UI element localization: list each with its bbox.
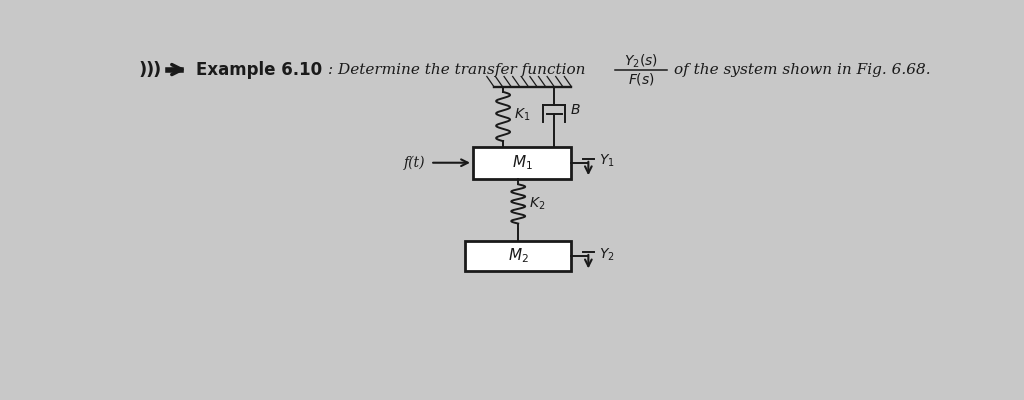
Text: $K_2$: $K_2$ xyxy=(529,196,546,212)
Text: ): ) xyxy=(152,60,161,78)
Bar xyxy=(465,240,571,271)
Text: $F(s)$: $F(s)$ xyxy=(628,71,654,87)
Text: $K_1$: $K_1$ xyxy=(514,107,530,123)
Text: $Y_2(s)$: $Y_2(s)$ xyxy=(624,52,658,70)
Text: f(t): f(t) xyxy=(404,156,426,170)
Bar xyxy=(473,146,571,179)
Text: $B$: $B$ xyxy=(569,103,581,117)
Text: ): ) xyxy=(138,60,146,78)
Text: $M_1$: $M_1$ xyxy=(512,153,532,172)
Text: $M_2$: $M_2$ xyxy=(508,246,528,265)
Text: ): ) xyxy=(145,60,154,78)
Text: of the system shown in Fig. 6.68.: of the system shown in Fig. 6.68. xyxy=(675,62,931,76)
Text: : Determine the transfer function: : Determine the transfer function xyxy=(328,62,586,76)
Text: $Y_1$: $Y_1$ xyxy=(599,153,615,169)
Text: $Y_2$: $Y_2$ xyxy=(599,246,614,262)
Text: Example 6.10: Example 6.10 xyxy=(197,60,323,78)
